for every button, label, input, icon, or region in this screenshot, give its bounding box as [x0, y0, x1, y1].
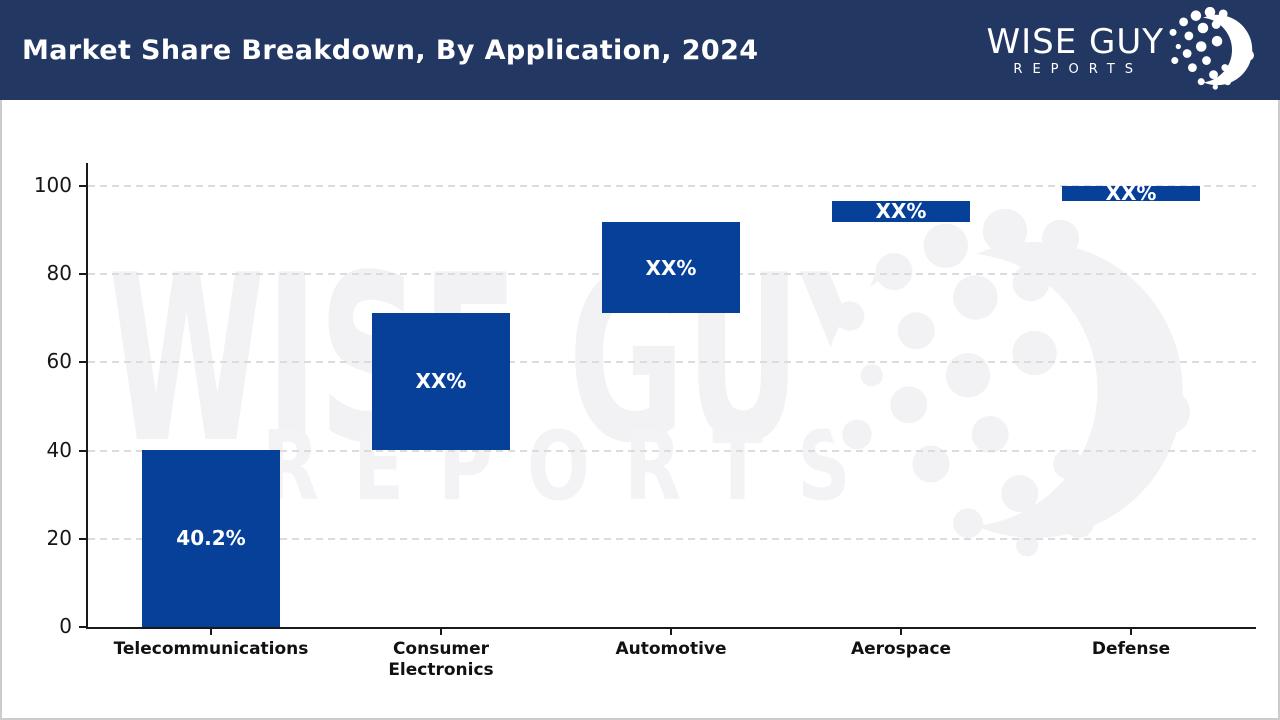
logo-wordmark: WISE GUY REPORTS: [986, 25, 1164, 76]
bar-value-label-automotive: XX%: [645, 255, 697, 280]
y-axis-tick: [79, 273, 88, 276]
y-axis-spine: [86, 163, 88, 629]
bar-automotive: XX%: [602, 222, 740, 313]
y-axis-tick-label: 80: [46, 261, 72, 286]
bar-telecommunications: 40.2%: [142, 449, 280, 627]
bar-aerospace: XX%: [832, 199, 970, 224]
logo-head-icon: [1166, 7, 1254, 90]
y-axis-tick: [79, 449, 88, 452]
bar-value-label-aerospace: XX%: [875, 199, 927, 224]
y-axis-tick: [79, 537, 88, 540]
y-axis-tick-label: 100: [33, 173, 72, 197]
x-axis-tick: [440, 629, 442, 635]
x-axis-category-label-telecommunications: Telecommunications: [113, 639, 309, 659]
bar-defense: XX%: [1062, 181, 1200, 205]
x-axis-tick: [900, 629, 902, 635]
y-axis-tick-label: 20: [46, 525, 72, 550]
logo-wordmark-sub: REPORTS: [1013, 61, 1144, 77]
bar-value-label-consumer-electronics: XX%: [415, 369, 467, 394]
y-axis-tick-label: 40: [46, 437, 72, 462]
gridline: [88, 361, 1256, 364]
gridline: [88, 449, 1256, 452]
x-axis-spine: [86, 627, 1256, 629]
y-axis-tick-label: 60: [46, 349, 72, 374]
x-axis-category-label-automotive: Automotive: [615, 639, 727, 659]
x-axis-tick: [1130, 629, 1132, 635]
x-axis-category-label-consumer-electronics: Consumer Electronics: [388, 639, 494, 681]
bar-value-label-telecommunications: 40.2%: [176, 526, 246, 551]
y-axis-tick-label: 0: [59, 614, 72, 638]
x-axis-tick: [210, 629, 212, 635]
header: Market Share Breakdown, By Application, …: [0, 0, 1280, 100]
logo-wordmark-main: WISE GUY: [986, 21, 1164, 62]
watermark-wordmark-sub: REPORTS: [262, 412, 885, 522]
x-axis-tick: [670, 629, 672, 635]
y-axis-tick: [79, 361, 88, 364]
page-title: Market Share Breakdown, By Application, …: [22, 34, 759, 66]
y-axis-tick: [79, 626, 88, 628]
x-axis-category-label-defense: Defense: [1091, 639, 1171, 659]
watermark-head-icon: [823, 208, 1190, 557]
wiseguy-logo: WISE GUY REPORTS: [986, 7, 1254, 93]
gridline: [88, 537, 1256, 540]
bar-consumer-electronics: XX%: [372, 313, 510, 450]
y-axis-tick: [79, 185, 88, 187]
bar-value-label-defense: XX%: [1105, 181, 1157, 206]
gridline: [88, 185, 1256, 187]
x-axis-category-label-aerospace: Aerospace: [850, 639, 952, 659]
